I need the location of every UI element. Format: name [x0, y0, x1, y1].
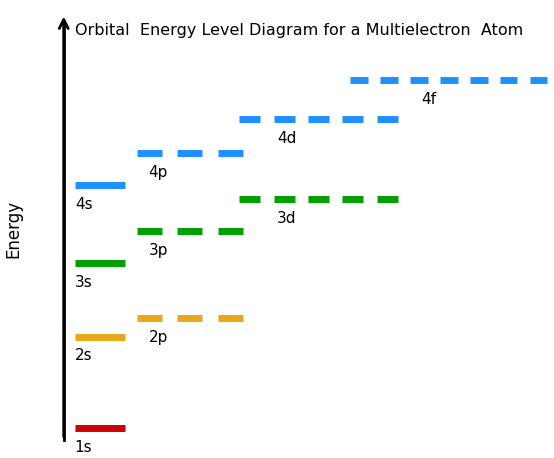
Text: 4s: 4s: [75, 197, 93, 212]
Text: Orbital  Energy Level Diagram for a Multielectron  Atom: Orbital Energy Level Diagram for a Multi…: [75, 23, 524, 38]
Text: 3s: 3s: [75, 275, 93, 290]
Text: 4d: 4d: [277, 131, 296, 146]
Text: Energy: Energy: [5, 200, 23, 258]
Text: 3d: 3d: [277, 211, 296, 226]
Text: 2s: 2s: [75, 348, 93, 363]
Text: 4p: 4p: [148, 165, 168, 180]
Text: 1s: 1s: [75, 440, 93, 455]
Text: 3p: 3p: [148, 243, 168, 258]
Text: 2p: 2p: [148, 330, 168, 345]
Text: 4f: 4f: [421, 92, 436, 107]
